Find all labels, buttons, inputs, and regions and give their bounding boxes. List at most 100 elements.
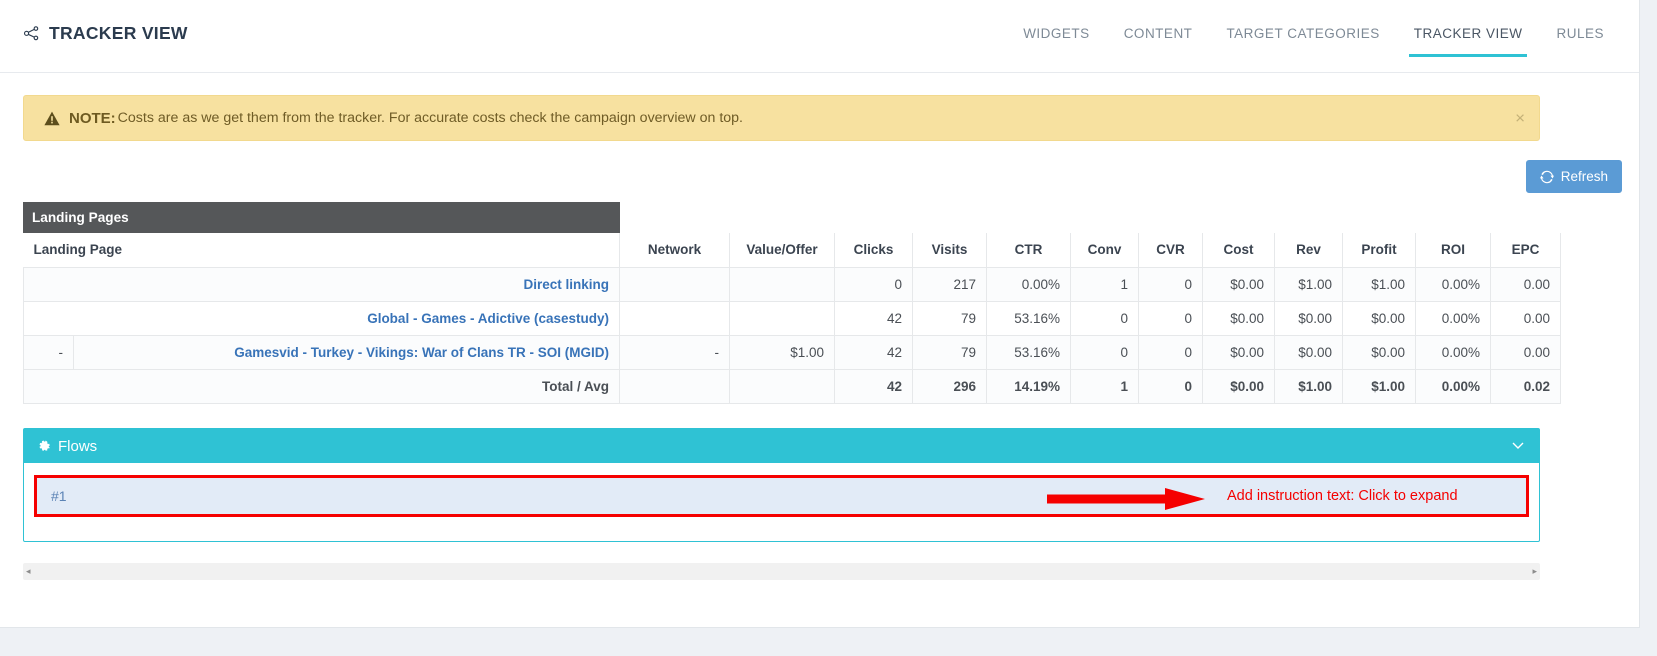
sync-icon	[1539, 170, 1554, 184]
total-value-offer	[729, 368, 836, 404]
col-network[interactable]: Network	[619, 233, 731, 268]
cell-epc: 0.00	[1490, 334, 1562, 370]
cell-value-offer	[729, 266, 836, 302]
col-conv[interactable]: Conv	[1070, 233, 1140, 268]
total-cost: $0.00	[1202, 368, 1276, 404]
cell-visits: 79	[912, 300, 988, 336]
cell-conv: 0	[1070, 300, 1140, 336]
nav-tabs: WIDGETS CONTENT TARGET CATEGORIES TRACKE…	[1006, 26, 1621, 57]
horizontal-scrollbar[interactable]: ◂ ▸	[23, 563, 1540, 580]
flows-body: #1 Add instruction text: Click to expand	[24, 463, 1539, 541]
cell-network: -	[619, 334, 731, 370]
cell-cvr: 0	[1138, 266, 1204, 302]
cell-roi: 0.00%	[1415, 266, 1492, 302]
flows-header[interactable]: Flows	[24, 429, 1539, 463]
cell-cvr: 0	[1138, 300, 1204, 336]
tab-tracker-view[interactable]: TRACKER VIEW	[1397, 26, 1540, 57]
scroll-left-arrow-icon[interactable]: ◂	[26, 566, 31, 576]
annotation-arrow-icon	[1047, 487, 1205, 516]
total-roi: 0.00%	[1415, 368, 1492, 404]
warning-triangle-icon	[44, 111, 69, 126]
alert-text: Costs are as we get them from the tracke…	[117, 110, 743, 126]
table-row[interactable]: - Gamesvid - Turkey - Vikings: War of Cl…	[23, 334, 1562, 370]
cell-roi: 0.00%	[1415, 300, 1492, 336]
flow-id-label: #1	[51, 488, 67, 504]
cell-conv: 0	[1070, 334, 1140, 370]
landing-pages-band: Landing Pages	[23, 202, 620, 233]
col-value-offer[interactable]: Value/Offer	[729, 233, 836, 268]
flow-item-1[interactable]: #1 Add instruction text: Click to expand	[34, 475, 1529, 517]
total-label: Total / Avg	[22, 368, 621, 404]
cell-cost: $0.00	[1202, 334, 1276, 370]
refresh-button[interactable]: Refresh	[1525, 160, 1622, 193]
cell-roi: 0.00%	[1415, 334, 1492, 370]
table-row[interactable]: Direct linking 0 217 0.00% 1 0 $0.00 $1.…	[22, 266, 1562, 302]
cell-conv: 1	[1070, 266, 1140, 302]
scroll-right-arrow-icon[interactable]: ▸	[1532, 566, 1537, 576]
cell-profit: $0.00	[1342, 334, 1417, 370]
page-title: TRACKER VIEW	[23, 23, 188, 44]
cell-rev: $0.00	[1274, 334, 1344, 370]
flows-card: Flows #1 Add instruction t	[23, 428, 1540, 542]
cell-cost: $0.00	[1202, 266, 1276, 302]
cell-epc: 0.00	[1490, 300, 1562, 336]
landing-page-link[interactable]: Global - Games - Adictive (casestudy)	[367, 310, 610, 326]
col-rev[interactable]: Rev	[1274, 233, 1344, 268]
cell-value-offer: $1.00	[729, 334, 836, 370]
total-visits: 296	[912, 368, 988, 404]
cell-epc: 0.00	[1490, 266, 1562, 302]
table-head: Landing Page Network Value/Offer Clicks …	[23, 233, 1562, 268]
main-panel: TRACKER VIEW WIDGETS CONTENT TARGET CATE…	[0, 0, 1640, 628]
cell-profit: $1.00	[1342, 266, 1417, 302]
col-landing-page[interactable]: Landing Page	[23, 233, 621, 268]
tab-target-categories[interactable]: TARGET CATEGORIES	[1226, 26, 1380, 41]
col-profit[interactable]: Profit	[1342, 233, 1417, 268]
table-body: Direct linking 0 217 0.00% 1 0 $0.00 $1.…	[22, 266, 1562, 404]
cell-cost: $0.00	[1202, 300, 1276, 336]
total-network	[619, 368, 731, 404]
col-epc[interactable]: EPC	[1490, 233, 1562, 268]
total-rev: $1.00	[1274, 368, 1344, 404]
tab-rules[interactable]: RULES	[1556, 26, 1604, 41]
page-title-text: TRACKER VIEW	[49, 23, 188, 43]
total-conv: 1	[1070, 368, 1140, 404]
alert-label: NOTE:	[69, 109, 116, 127]
col-cvr[interactable]: CVR	[1138, 233, 1204, 268]
table-row[interactable]: Global - Games - Adictive (casestudy) 42…	[22, 300, 1562, 336]
row-name-cell: Gamesvid - Turkey - Vikings: War of Clan…	[72, 334, 621, 370]
total-cvr: 0	[1138, 368, 1204, 404]
cell-visits: 79	[912, 334, 988, 370]
flows-title: Flows	[58, 437, 98, 455]
cell-network	[619, 300, 731, 336]
cell-profit: $0.00	[1342, 300, 1417, 336]
cell-clicks: 42	[834, 334, 914, 370]
col-ctr[interactable]: CTR	[986, 233, 1072, 268]
refresh-label: Refresh	[1560, 169, 1608, 184]
col-visits[interactable]: Visits	[912, 233, 988, 268]
chevron-down-icon[interactable]	[1511, 438, 1525, 452]
cell-ctr: 53.16%	[986, 334, 1072, 370]
landing-pages-table: Landing Page Network Value/Offer Clicks …	[22, 233, 1562, 404]
tab-content[interactable]: CONTENT	[1123, 26, 1193, 41]
landing-pages-table-wrap: Landing Pages	[22, 202, 1562, 404]
total-profit: $1.00	[1342, 368, 1417, 404]
col-cost[interactable]: Cost	[1202, 233, 1276, 268]
col-clicks[interactable]: Clicks	[834, 233, 914, 268]
offer-link[interactable]: Gamesvid - Turkey - Vikings: War of Clan…	[234, 344, 610, 360]
note-alert: NOTE: Costs are as we get them from the …	[23, 95, 1540, 141]
total-ctr: 14.19%	[986, 368, 1072, 404]
total-epc: 0.02	[1490, 368, 1562, 404]
cell-visits: 217	[912, 266, 988, 302]
close-icon[interactable]: ×	[1515, 108, 1525, 128]
cell-indent-marker: -	[23, 334, 74, 370]
table-header-row: Landing Page Network Value/Offer Clicks …	[23, 233, 1562, 268]
cell-rev: $0.00	[1274, 300, 1344, 336]
tab-widgets[interactable]: WIDGETS	[1023, 26, 1090, 41]
page-header: TRACKER VIEW WIDGETS CONTENT TARGET CATE…	[0, 0, 1639, 73]
cell-clicks: 0	[834, 266, 914, 302]
col-roi[interactable]: ROI	[1415, 233, 1492, 268]
annotation-text: Add instruction text: Click to expand	[1227, 488, 1458, 504]
cell-ctr: 53.16%	[986, 300, 1072, 336]
landing-page-link[interactable]: Direct linking	[523, 276, 610, 292]
